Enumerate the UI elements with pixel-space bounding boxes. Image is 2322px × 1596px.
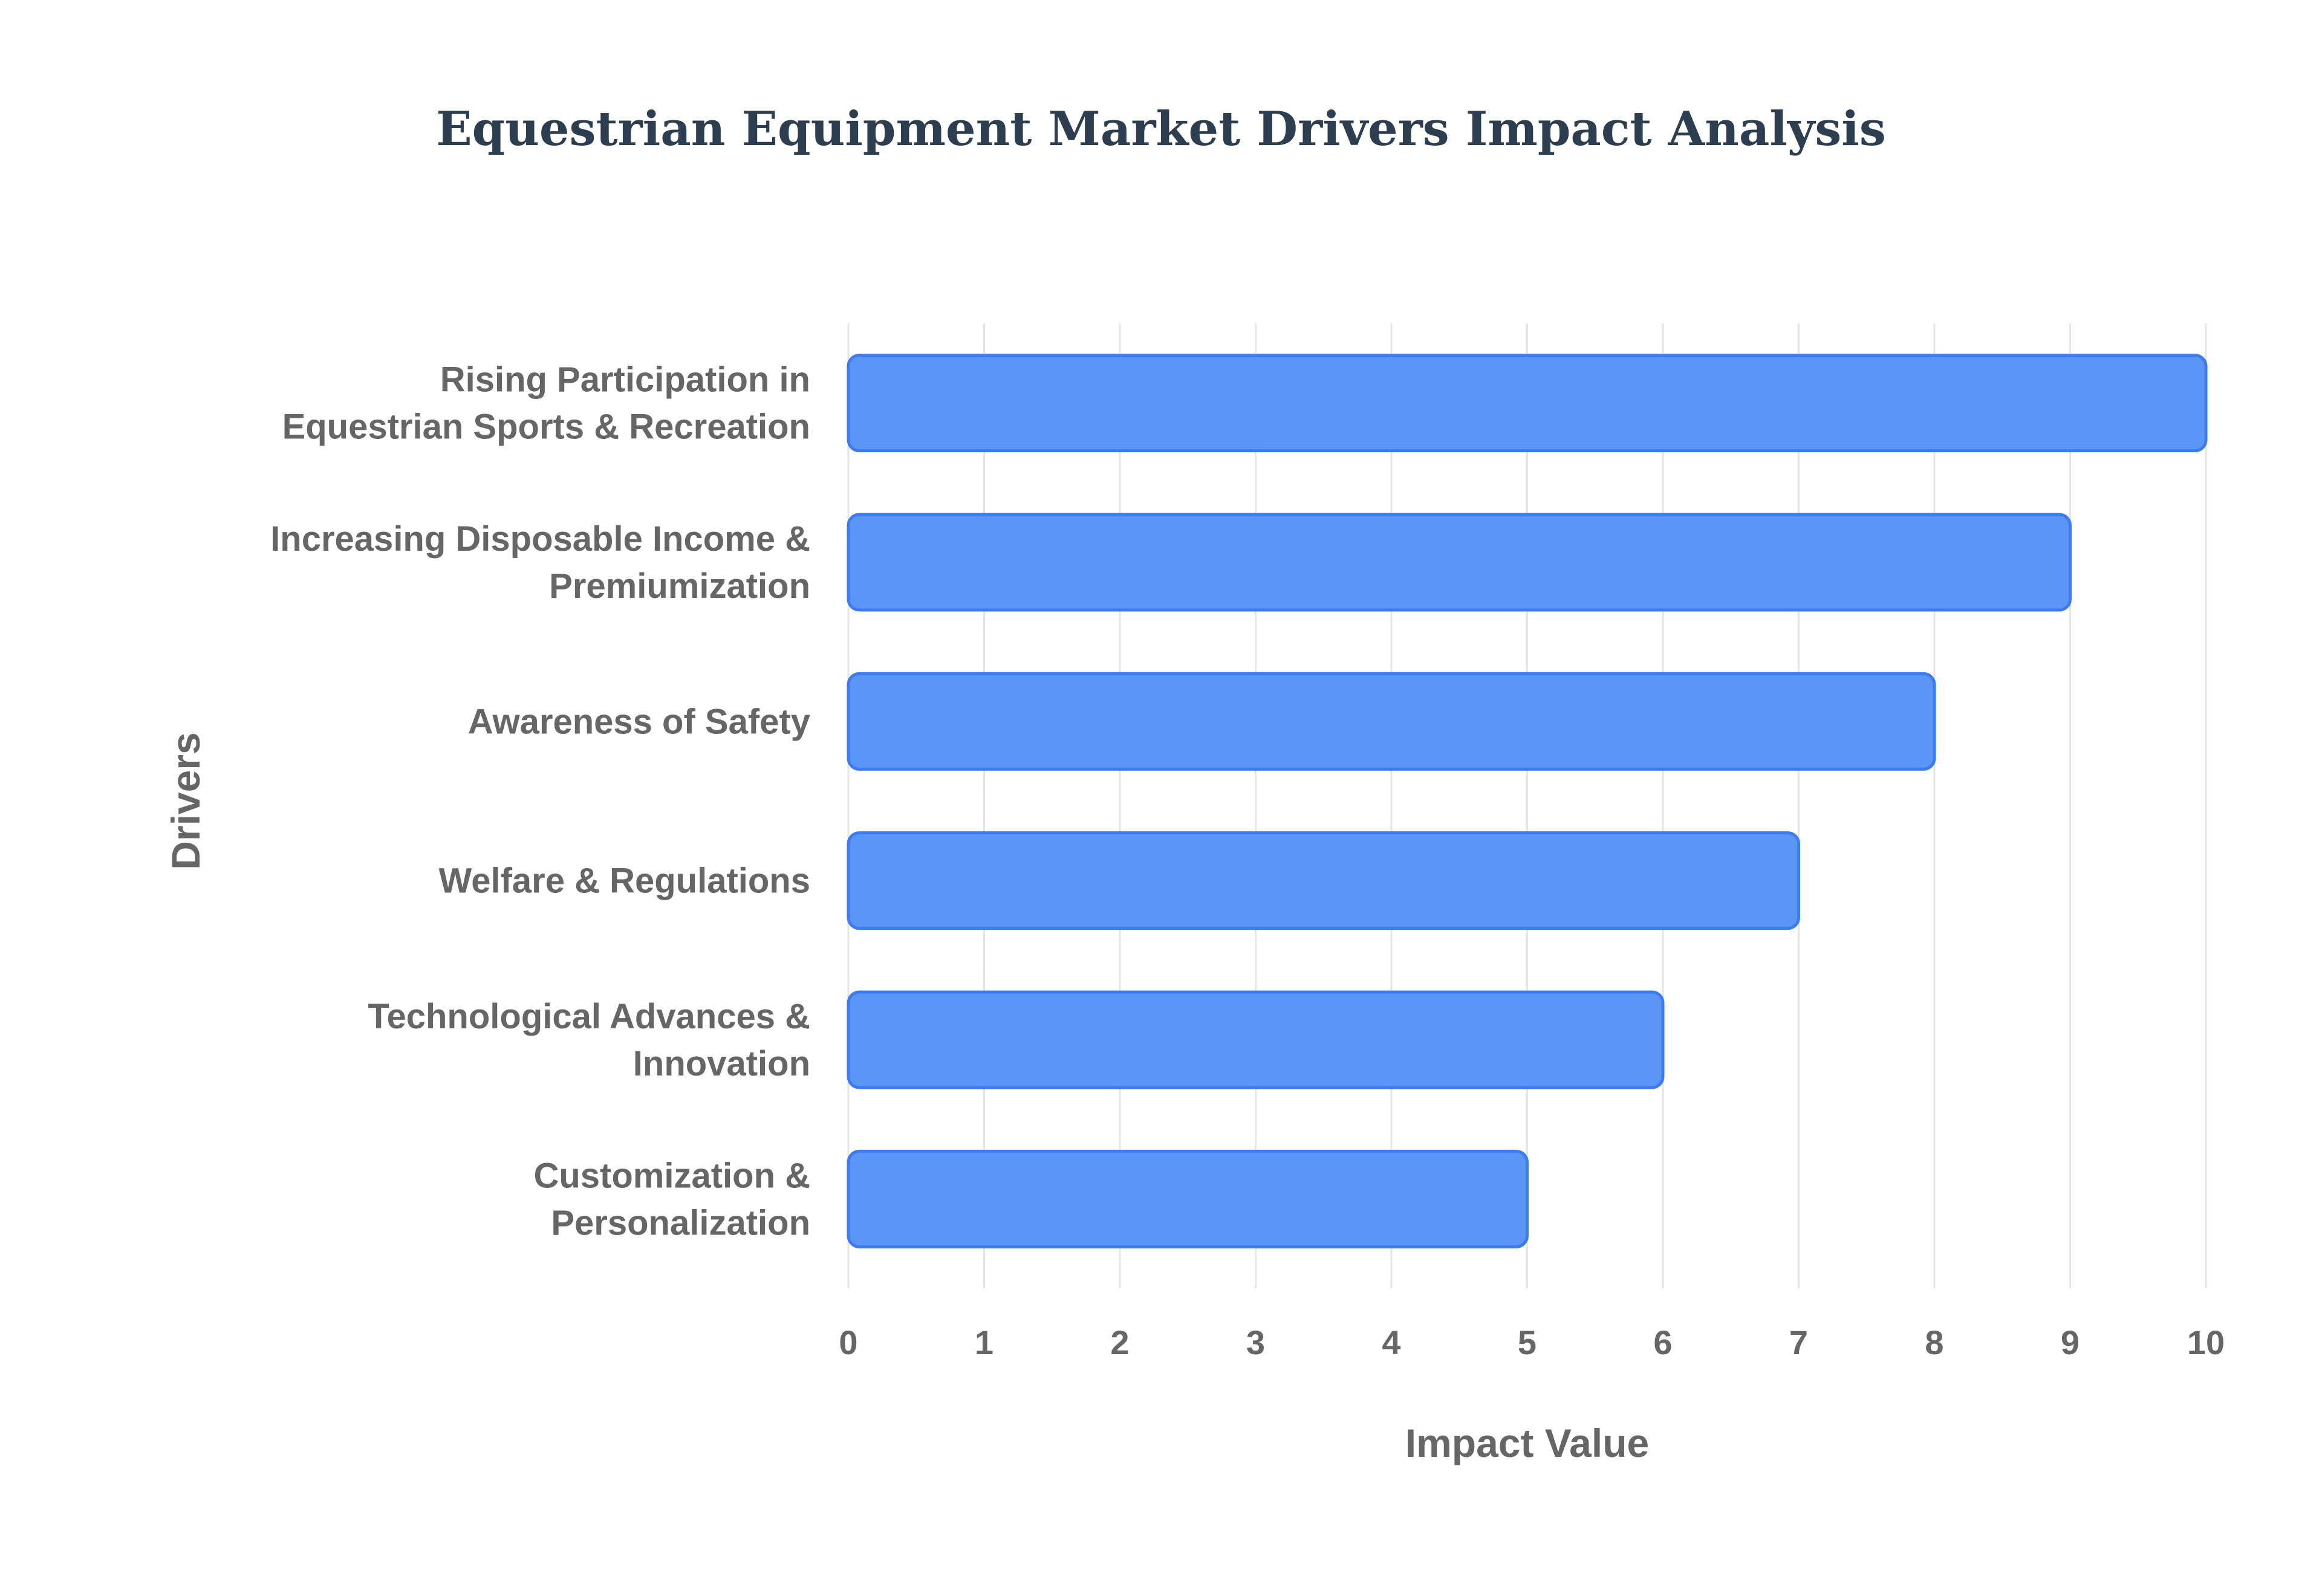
x-tick-label: 3	[1246, 1323, 1265, 1361]
x-tick-label: 0	[839, 1323, 857, 1361]
bar	[847, 513, 2072, 612]
category-label-line: Premiumization	[549, 566, 810, 606]
y-axis-title: Drivers	[163, 732, 208, 870]
x-tick-label: 2	[1110, 1323, 1129, 1361]
x-tick-label: 7	[1789, 1323, 1808, 1361]
bar	[847, 831, 1800, 930]
category-label: Technological Advances & Innovation	[368, 997, 810, 1083]
x-tick-label: 1	[975, 1323, 994, 1361]
x-tick-label: 8	[1925, 1323, 1943, 1361]
category-label-line: Increasing Disposable Income &	[270, 519, 810, 559]
bar	[847, 990, 1665, 1089]
category-label: Awareness of Safety	[468, 702, 810, 741]
x-tick-label: 6	[1653, 1323, 1672, 1361]
x-tick-label: 10	[2187, 1323, 2225, 1361]
category-label-line: Equestrian Sports & Recreation	[282, 407, 810, 447]
bar	[847, 1149, 1529, 1248]
category-label: Rising Participation in Equestrian Sports…	[282, 360, 810, 447]
x-tick-label: 5	[1518, 1323, 1537, 1361]
category-label-line: Personalization	[551, 1203, 810, 1242]
category-label-line: Welfare & Regulations	[439, 861, 811, 901]
x-tick-label: 9	[2061, 1323, 2080, 1361]
category-label: Customization & Personalization	[533, 1156, 810, 1242]
category-label-line: Technological Advances &	[368, 997, 810, 1036]
category-labels: Rising Participation in Equestrian Sports…	[270, 360, 810, 1243]
x-axis-title: Impact Value	[1405, 1421, 1650, 1465]
x-tick-label: 4	[1382, 1323, 1400, 1361]
bar	[847, 354, 2208, 453]
category-label-line: Innovation	[633, 1044, 810, 1083]
grid-lines	[847, 323, 2207, 1288]
bars	[847, 354, 2208, 1248]
chart-title: Equestrian Equipment Market Drivers Impa…	[436, 102, 1886, 157]
category-label: Increasing Disposable Income & Premiumiza…	[270, 519, 810, 606]
category-label: Welfare & Regulations	[439, 861, 811, 901]
category-label-line: Rising Participation in	[440, 360, 810, 400]
category-label-line: Awareness of Safety	[468, 702, 810, 741]
bar	[847, 672, 1936, 771]
x-tick-labels: 0 1 2 3 4 5 6 7 8 9 10	[839, 1323, 2225, 1361]
category-label-line: Customization &	[533, 1156, 810, 1195]
